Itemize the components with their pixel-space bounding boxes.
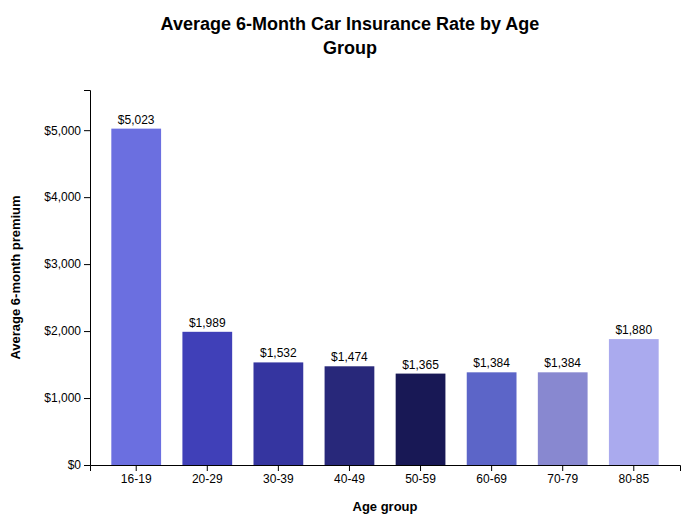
tick-label: 70-79 bbox=[547, 472, 578, 486]
x-axis: 16-19 20-29 30-39 40-49 50-59 60-69 70-79 80-85 bbox=[91, 465, 681, 486]
axis-line bbox=[91, 466, 681, 472]
data-label: $1,532 bbox=[260, 346, 297, 360]
tick: 16-19 bbox=[121, 465, 152, 486]
tick-mark bbox=[562, 465, 563, 471]
tick: $2,000 bbox=[44, 324, 90, 338]
tick-mark bbox=[84, 264, 90, 265]
tick-label: $1,000 bbox=[44, 391, 81, 405]
tick: 40-49 bbox=[334, 465, 365, 486]
bar bbox=[325, 366, 375, 465]
data-label: $1,384 bbox=[544, 356, 581, 370]
plot: $5,023 $1,989 $1,532 $1,474 $1,365 $1,384 $1,3… bbox=[44, 91, 680, 486]
tick-mark bbox=[84, 465, 90, 466]
tick-label: $0 bbox=[68, 458, 82, 472]
tick-mark bbox=[420, 465, 421, 471]
tick: $4,000 bbox=[44, 190, 90, 204]
tick-mark bbox=[84, 331, 90, 332]
y-axis: $0 $1,000 $2,000 $3,000 $4,000 $5,000 bbox=[44, 91, 90, 473]
tick: 60-69 bbox=[476, 465, 507, 486]
bar bbox=[467, 372, 517, 465]
tick-mark bbox=[84, 398, 90, 399]
data-label: $1,365 bbox=[402, 358, 439, 372]
tick-label: 50-59 bbox=[405, 472, 436, 486]
tick-label: $5,000 bbox=[44, 124, 81, 138]
tick-label: $3,000 bbox=[44, 257, 81, 271]
chart: $5,023 $1,989 $1,532 $1,474 $1,365 $1,384 $1,3… bbox=[0, 0, 700, 525]
tick: $5,000 bbox=[44, 124, 90, 138]
tick-mark bbox=[491, 465, 492, 471]
bars bbox=[111, 129, 658, 465]
bar bbox=[396, 374, 446, 465]
tick: 30-39 bbox=[263, 465, 294, 486]
tick: $1,000 bbox=[44, 391, 90, 405]
bar bbox=[182, 332, 232, 465]
tick-label: 16-19 bbox=[121, 472, 152, 486]
data-labels: $5,023 $1,989 $1,532 $1,474 $1,365 $1,384 $1,3… bbox=[118, 113, 653, 372]
title: Average 6-Month Car Insurance Rate by Ag… bbox=[161, 14, 540, 58]
tick: 80-85 bbox=[618, 465, 649, 486]
data-label: $1,880 bbox=[615, 323, 652, 337]
data-label: $1,384 bbox=[473, 356, 510, 370]
bar bbox=[253, 362, 303, 465]
tick-label: 80-85 bbox=[618, 472, 649, 486]
bar bbox=[609, 339, 659, 465]
tick-mark bbox=[349, 465, 350, 471]
tick-mark bbox=[84, 197, 90, 198]
tick-label: $4,000 bbox=[44, 190, 81, 204]
tick-label: $2,000 bbox=[44, 324, 81, 338]
tick: 20-29 bbox=[192, 465, 223, 486]
tick: 50-59 bbox=[405, 465, 436, 486]
tick-mark bbox=[278, 465, 279, 471]
tick-label: 60-69 bbox=[476, 472, 507, 486]
bar bbox=[538, 372, 588, 465]
tick-label: 20-29 bbox=[192, 472, 223, 486]
tick-label: 40-49 bbox=[334, 472, 365, 486]
axis-line bbox=[84, 91, 91, 466]
tick: $3,000 bbox=[44, 257, 90, 271]
data-label: $1,474 bbox=[331, 350, 368, 364]
tick: $0 bbox=[68, 458, 90, 472]
tick-label: 30-39 bbox=[263, 472, 294, 486]
data-label: $5,023 bbox=[118, 113, 155, 127]
y-axis-title: Average 6-month premium bbox=[8, 195, 23, 359]
tick-mark bbox=[207, 465, 208, 471]
tick-mark bbox=[633, 465, 634, 471]
tick-mark bbox=[84, 130, 90, 131]
data-label: $1,989 bbox=[189, 316, 226, 330]
tick: 70-79 bbox=[547, 465, 578, 486]
x-axis-title: Age group bbox=[353, 499, 418, 514]
bar bbox=[111, 129, 161, 465]
tick-mark bbox=[136, 465, 137, 471]
